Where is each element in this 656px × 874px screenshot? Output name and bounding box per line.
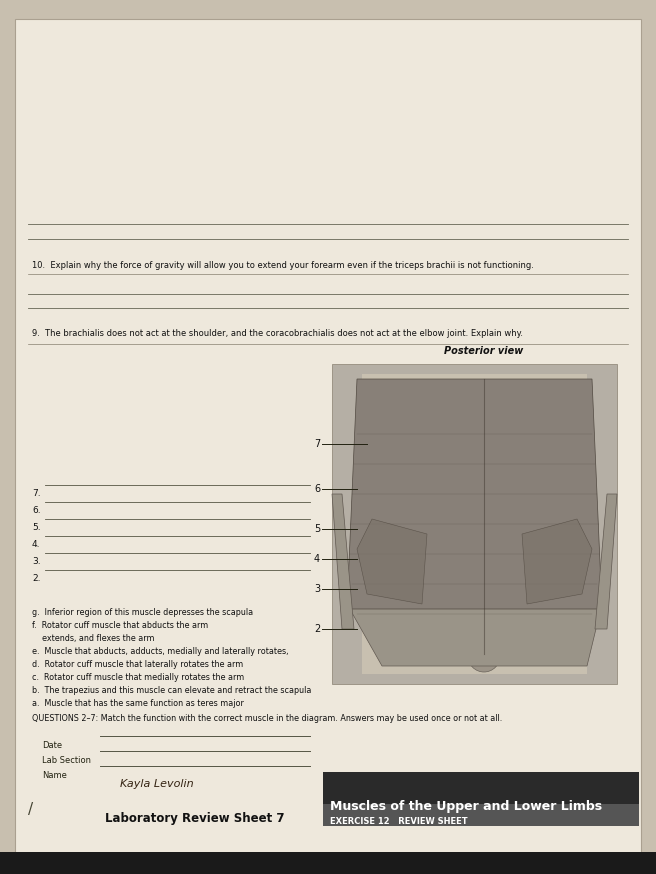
Text: g.  Inferior region of this muscle depresses the scapula: g. Inferior region of this muscle depres… [32, 608, 253, 617]
Text: Lab Section: Lab Section [42, 756, 91, 765]
FancyBboxPatch shape [362, 374, 587, 674]
Text: 6.: 6. [32, 506, 41, 515]
FancyBboxPatch shape [0, 852, 656, 874]
Polygon shape [347, 604, 602, 666]
FancyBboxPatch shape [332, 364, 617, 684]
Text: Laboratory Review Sheet 7: Laboratory Review Sheet 7 [105, 812, 285, 825]
Text: 10.  Explain why the force of gravity will allow you to extend your forearm even: 10. Explain why the force of gravity wil… [32, 261, 534, 270]
Text: Posterior view: Posterior view [444, 346, 523, 356]
Text: 2.: 2. [32, 574, 41, 583]
Text: f.  Rotator cuff muscle that abducts the arm: f. Rotator cuff muscle that abducts the … [32, 621, 208, 630]
Text: Muscles of the Upper and Lower Limbs: Muscles of the Upper and Lower Limbs [330, 800, 602, 813]
Polygon shape [522, 519, 592, 604]
Text: d.  Rotator cuff muscle that laterally rotates the arm: d. Rotator cuff muscle that laterally ro… [32, 660, 243, 669]
Text: 9.  The brachialis does not act at the shoulder, and the coracobrachialis does n: 9. The brachialis does not act at the sh… [32, 329, 523, 338]
Text: 5: 5 [314, 524, 320, 534]
Text: 3: 3 [314, 584, 320, 594]
Text: extends, and flexes the arm: extends, and flexes the arm [32, 634, 155, 643]
Polygon shape [357, 519, 427, 604]
Text: QUESTIONS 2–7: Match the function with the correct muscle in the diagram. Answer: QUESTIONS 2–7: Match the function with t… [32, 714, 502, 723]
Text: Name: Name [42, 771, 67, 780]
FancyBboxPatch shape [323, 772, 639, 826]
FancyBboxPatch shape [15, 19, 641, 864]
Text: 3.: 3. [32, 557, 41, 566]
Text: Date: Date [42, 741, 62, 750]
Text: EXERCISE 12   REVIEW SHEET: EXERCISE 12 REVIEW SHEET [330, 817, 468, 826]
Text: e.  Muscle that abducts, adducts, medially and laterally rotates,: e. Muscle that abducts, adducts, mediall… [32, 647, 289, 656]
Polygon shape [595, 494, 617, 629]
Text: 2: 2 [314, 624, 320, 634]
Polygon shape [332, 494, 354, 629]
Ellipse shape [468, 640, 500, 672]
Text: 4.: 4. [32, 540, 41, 549]
Text: /: / [28, 802, 33, 817]
Text: 4: 4 [314, 554, 320, 564]
Text: 5.: 5. [32, 523, 41, 532]
Text: 7.: 7. [32, 489, 41, 498]
Text: 7: 7 [314, 439, 320, 449]
Text: 6: 6 [314, 484, 320, 494]
Text: c.  Rotator cuff muscle that medially rotates the arm: c. Rotator cuff muscle that medially rot… [32, 673, 244, 682]
Text: b.  The trapezius and this muscle can elevate and retract the scapula: b. The trapezius and this muscle can ele… [32, 686, 312, 695]
Text: Kayla Levolin: Kayla Levolin [120, 779, 194, 789]
Text: a.  Muscle that has the same function as teres major: a. Muscle that has the same function as … [32, 699, 244, 708]
Polygon shape [347, 379, 602, 609]
FancyBboxPatch shape [323, 804, 639, 826]
